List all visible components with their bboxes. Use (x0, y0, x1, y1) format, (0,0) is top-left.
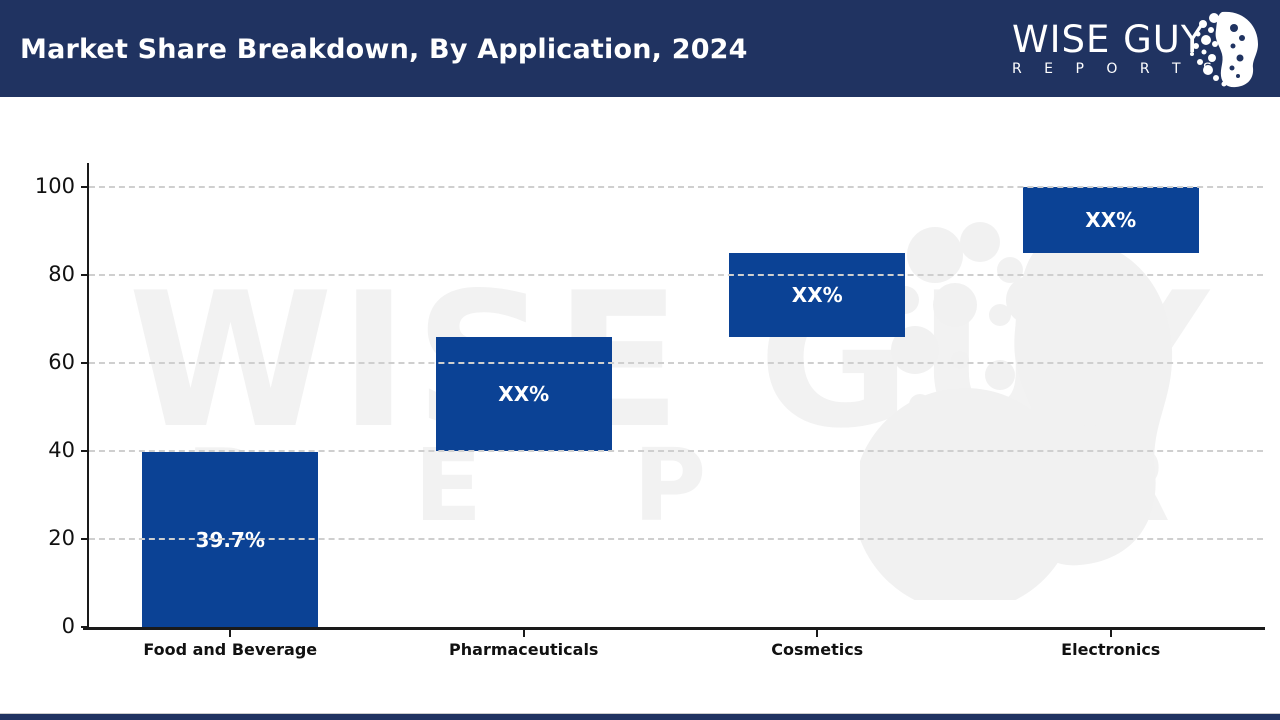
footer-hairline (0, 713, 1280, 714)
brand-name: WISE GUY (1012, 18, 1205, 61)
bar-electronics: XX% (1022, 187, 1199, 253)
y-tick-60 (81, 362, 89, 364)
gridline-80 (89, 274, 1263, 276)
x-category-label: Cosmetics (771, 640, 864, 659)
brand-text: WISE GUY R E P O R T S (1012, 18, 1221, 78)
bar-value-label: XX% (498, 382, 550, 406)
bar-value-label: XX% (791, 283, 843, 308)
x-category-label: Food and Beverage (143, 640, 318, 659)
y-tick-100 (81, 186, 89, 188)
wiseguy-head-icon (1190, 11, 1258, 88)
x-category-label: Pharmaceuticals (449, 640, 599, 659)
y-tick-40 (81, 450, 89, 452)
x-tick-0 (229, 629, 232, 637)
y-tick-80 (81, 274, 89, 276)
brand-logo: WISE GUY R E P O R T S (1012, 6, 1262, 92)
bar-pharmaceuticals: XX% (435, 337, 612, 451)
x-tick-2 (816, 629, 819, 637)
y-tick-label-60: 60 (48, 350, 75, 374)
gridline-40 (89, 450, 1263, 452)
y-axis-spine (87, 163, 89, 629)
bar-cosmetics: XX% (729, 253, 906, 338)
y-tick-label-80: 80 (48, 262, 75, 286)
gridline-20 (89, 538, 1263, 540)
header-band: Market Share Breakdown, By Application, … (0, 0, 1280, 97)
x-tick-3 (1109, 629, 1112, 637)
page-title: Market Share Breakdown, By Application, … (20, 34, 748, 65)
gridline-100 (89, 186, 1263, 188)
x-axis-spine (83, 627, 1265, 630)
y-tick-label-40: 40 (48, 438, 75, 462)
y-tick-20 (81, 538, 89, 540)
bar-value-label: XX% (1085, 208, 1137, 232)
x-tick-1 (522, 629, 525, 637)
y-tick-label-0: 0 (61, 614, 75, 638)
y-tick-label-100: 100 (34, 174, 75, 198)
gridline-60 (89, 362, 1263, 364)
footer-band (0, 714, 1280, 720)
y-tick-label-20: 20 (48, 526, 75, 550)
brand-subtitle: R E P O R T S (1012, 61, 1221, 77)
watermark-head-icon (860, 222, 1173, 600)
x-category-label: Electronics (1061, 640, 1161, 659)
